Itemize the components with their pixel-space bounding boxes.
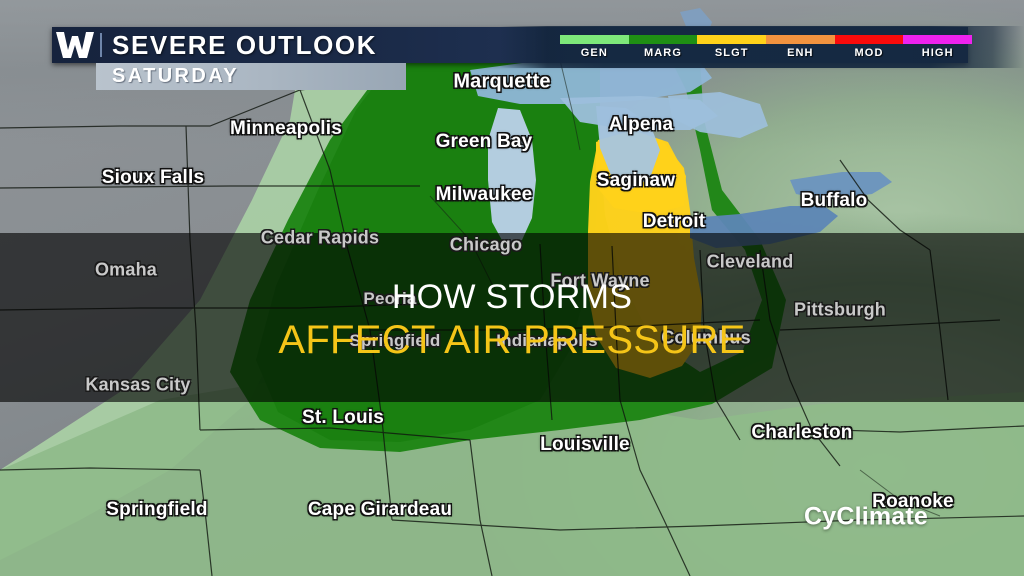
city-label: Pittsburgh bbox=[794, 299, 886, 320]
legend-label-gen: GEN bbox=[580, 47, 608, 59]
city-label: Cleveland bbox=[706, 251, 794, 272]
city-label: Cape Girardeau bbox=[307, 499, 453, 520]
banner-divider bbox=[100, 33, 102, 57]
legend-item-enh: ENH bbox=[766, 35, 835, 63]
lake-michigan bbox=[488, 108, 536, 244]
legend-label-slgt: SLGT bbox=[714, 47, 749, 59]
lake-ontario bbox=[790, 172, 892, 200]
city-label: Milwaukee bbox=[435, 184, 533, 205]
georgian-bay bbox=[668, 92, 768, 138]
legend-swatch-high bbox=[903, 35, 973, 44]
city-label: Kansas City bbox=[85, 374, 191, 395]
day-subtitle: SATURDAY bbox=[112, 65, 239, 87]
legend-swatch-slgt bbox=[697, 35, 767, 44]
legend-label-mod: MOD bbox=[854, 47, 884, 59]
site-watermark: CyClimate bbox=[803, 502, 929, 531]
legend-label-enh: ENH bbox=[787, 47, 814, 59]
city-label: Louisville bbox=[540, 434, 630, 455]
day-subtitle-banner: SATURDAY bbox=[96, 63, 406, 90]
city-label: Columbus bbox=[661, 327, 751, 348]
legend-item-slgt: SLGT bbox=[697, 35, 767, 63]
city-label: Saginaw bbox=[596, 170, 676, 191]
city-label: St. Louis bbox=[301, 407, 385, 428]
legend-item-gen: GEN bbox=[560, 35, 629, 63]
city-label: Fort Wayne bbox=[550, 270, 650, 291]
city-label: Springfield bbox=[106, 499, 208, 520]
city-label: Peoria bbox=[363, 289, 417, 308]
lake-superior bbox=[470, 56, 712, 104]
legend-label-marg: MARG bbox=[644, 47, 683, 59]
legend-swatch-enh bbox=[766, 35, 835, 44]
city-label: Charleston bbox=[751, 422, 853, 443]
risk-legend: GEN MARG SLGT ENH MOD HIGH bbox=[560, 35, 973, 63]
risk-area-gen-south bbox=[0, 372, 1024, 576]
city-label: Indianapolis bbox=[496, 331, 598, 350]
weathernation-w-logo-icon bbox=[52, 27, 98, 63]
banner-title: SEVERE OUTLOOK bbox=[112, 30, 378, 60]
city-label: Minneapolis bbox=[230, 118, 342, 139]
city-label: Green Bay bbox=[435, 131, 533, 152]
legend-item-mod: MOD bbox=[834, 35, 904, 63]
legend-item-high: HIGH bbox=[903, 35, 973, 63]
city-label: Alpena bbox=[608, 114, 674, 135]
city-label: Roanoke bbox=[872, 491, 954, 512]
city-label: Buffalo bbox=[800, 190, 868, 211]
city-label: Springfield bbox=[349, 331, 441, 350]
legend-swatch-mod bbox=[834, 35, 904, 44]
legend-swatch-gen bbox=[560, 35, 629, 44]
legend-item-marg: MARG bbox=[628, 35, 698, 63]
city-label: Cedar Rapids bbox=[260, 227, 380, 248]
legend-label-high: HIGH bbox=[921, 47, 954, 59]
city-label: Omaha bbox=[94, 259, 158, 280]
city-label: Chicago bbox=[449, 234, 523, 255]
legend-swatch-marg bbox=[628, 35, 698, 44]
city-label: Sioux Falls bbox=[101, 167, 205, 188]
city-label: Marquette bbox=[453, 70, 551, 93]
city-label: Detroit bbox=[642, 211, 706, 232]
risk-legend-panel: GEN MARG SLGT ENH MOD HIGH bbox=[500, 26, 1024, 68]
